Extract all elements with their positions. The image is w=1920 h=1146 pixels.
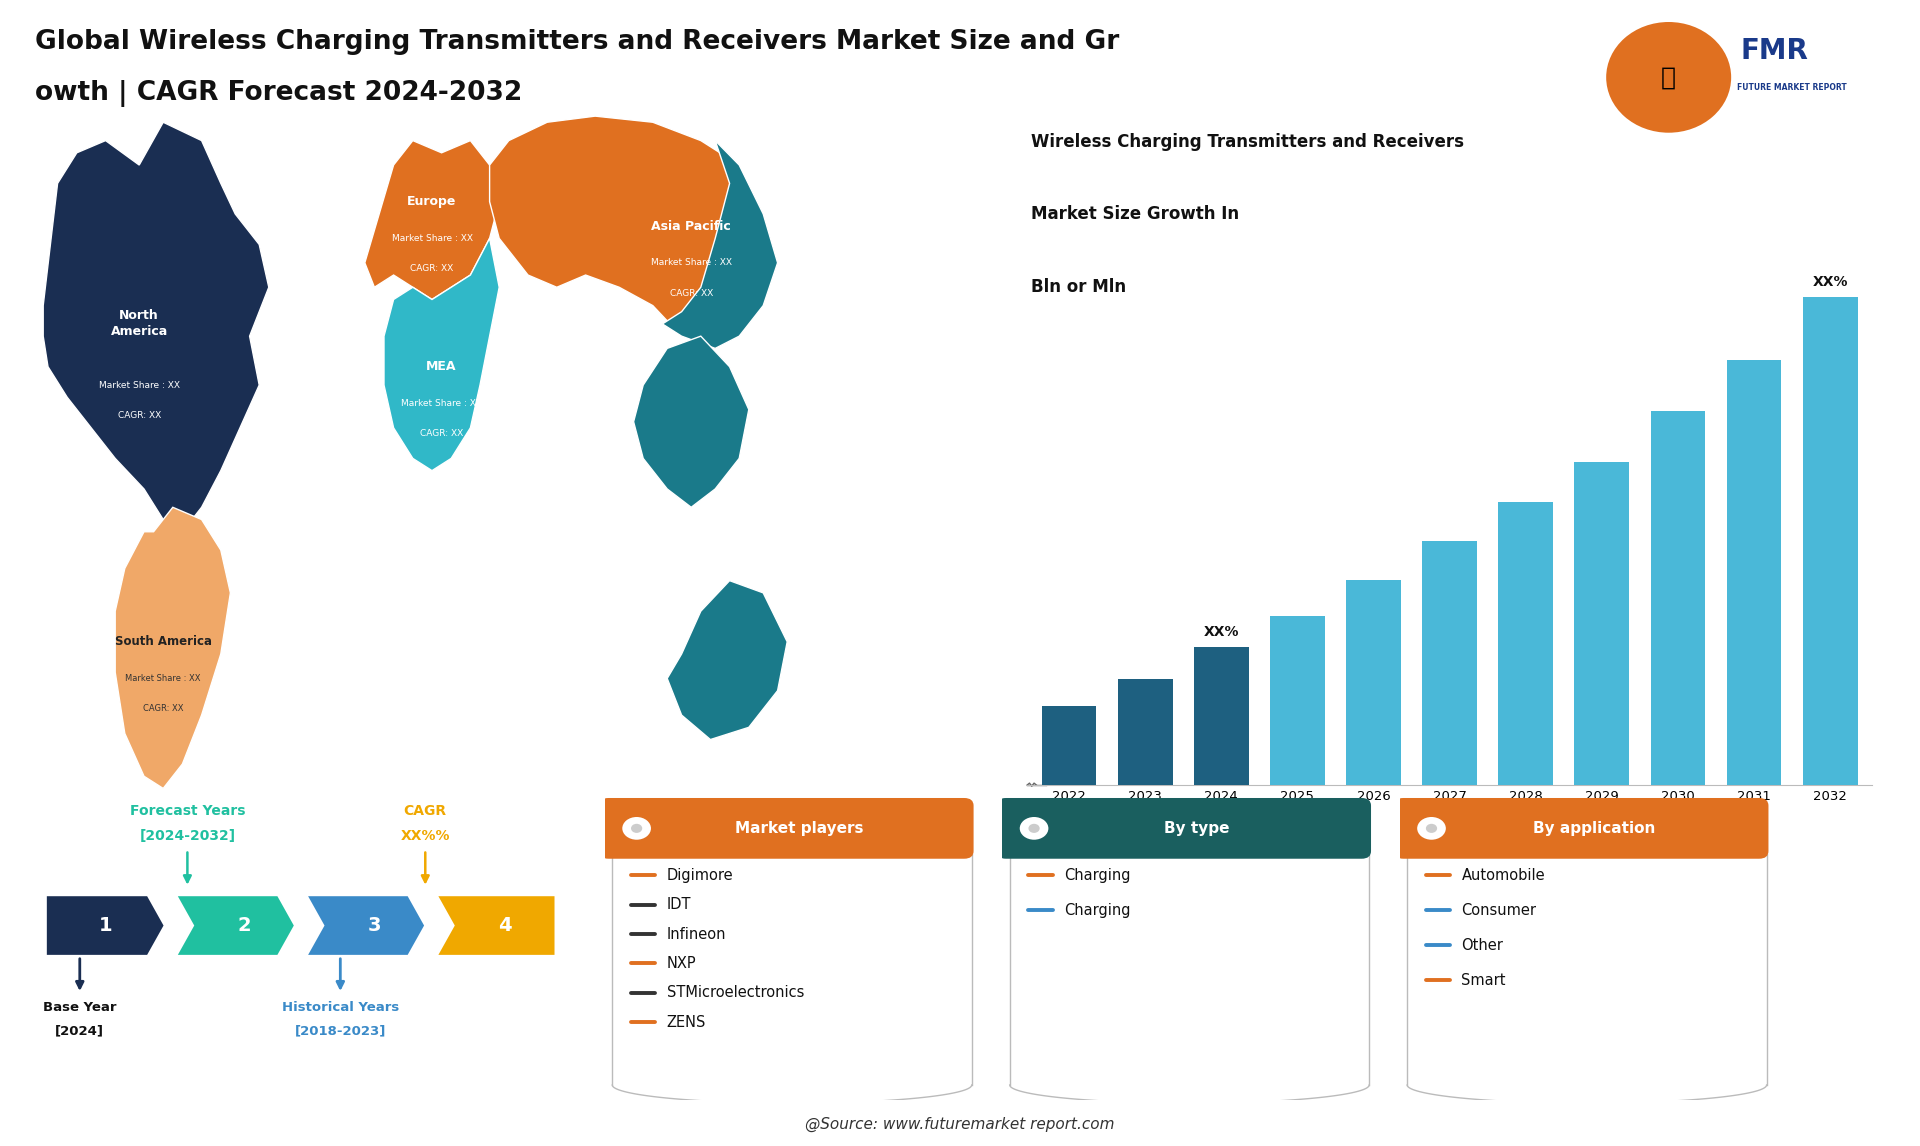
Text: NXP: NXP	[666, 956, 697, 971]
Text: 4: 4	[497, 916, 511, 935]
Text: Infineon: Infineon	[666, 927, 726, 942]
Polygon shape	[384, 238, 499, 471]
Polygon shape	[115, 508, 230, 788]
FancyBboxPatch shape	[1394, 798, 1768, 858]
FancyBboxPatch shape	[996, 798, 1371, 858]
Polygon shape	[44, 123, 269, 532]
Circle shape	[1029, 824, 1041, 833]
Text: Wireless Charging Transmitters and Receivers: Wireless Charging Transmitters and Recei…	[1031, 133, 1465, 150]
Text: XX%: XX%	[1812, 275, 1847, 289]
Text: Market Share : XX: Market Share : XX	[125, 674, 202, 683]
FancyBboxPatch shape	[599, 798, 973, 858]
Polygon shape	[307, 895, 426, 956]
Text: Smart: Smart	[1461, 973, 1505, 988]
Text: MEA: MEA	[426, 360, 457, 374]
Text: Base Year: Base Year	[42, 1002, 117, 1014]
Text: Market Share : XX: Market Share : XX	[98, 380, 180, 390]
Bar	[1803, 297, 1857, 785]
Text: FMR: FMR	[1740, 37, 1809, 65]
Text: 3: 3	[367, 916, 380, 935]
Text: CAGR: XX: CAGR: XX	[142, 705, 184, 714]
Text: Market Size Growth In: Market Size Growth In	[1031, 205, 1238, 223]
Text: FUTURE MARKET REPORT: FUTURE MARKET REPORT	[1738, 84, 1847, 93]
Text: By type: By type	[1164, 821, 1229, 835]
Polygon shape	[46, 895, 165, 956]
Text: CAGR: CAGR	[403, 804, 447, 818]
Text: 📢: 📢	[1661, 65, 1676, 89]
Text: [2024]: [2024]	[56, 1025, 104, 1037]
Bar	[1726, 360, 1782, 785]
Text: Charging: Charging	[1064, 868, 1131, 882]
Text: XX%%: XX%%	[401, 829, 449, 842]
Text: Market Share : XX: Market Share : XX	[651, 258, 732, 267]
Text: Digimore: Digimore	[666, 868, 733, 882]
Text: owth | CAGR Forecast 2024-2032: owth | CAGR Forecast 2024-2032	[35, 80, 522, 108]
Text: XX%: XX%	[1204, 626, 1238, 639]
Text: STMicroelectronics: STMicroelectronics	[666, 986, 804, 1000]
Text: Market Share : XX: Market Share : XX	[401, 399, 482, 408]
Polygon shape	[668, 581, 787, 739]
Text: Forecast Years: Forecast Years	[131, 804, 246, 818]
Bar	[1269, 615, 1325, 785]
Polygon shape	[177, 895, 296, 956]
Text: Asia Pacific: Asia Pacific	[651, 220, 732, 233]
Text: Market Share : XX: Market Share : XX	[392, 234, 472, 243]
Text: 2: 2	[238, 916, 252, 935]
Text: By application: By application	[1534, 821, 1655, 835]
Text: CAGR: XX: CAGR: XX	[117, 411, 161, 421]
Circle shape	[1427, 824, 1436, 833]
Text: Consumer: Consumer	[1461, 903, 1536, 918]
Bar	[1117, 678, 1173, 785]
Polygon shape	[490, 116, 778, 348]
Text: 1: 1	[98, 916, 111, 935]
Bar	[1651, 411, 1705, 785]
Bar	[1346, 580, 1402, 785]
Text: Historical Years: Historical Years	[282, 1002, 399, 1014]
Bar	[1043, 706, 1096, 785]
Polygon shape	[365, 141, 499, 299]
Text: @Source: www.futuremarket report.com: @Source: www.futuremarket report.com	[804, 1117, 1116, 1132]
Circle shape	[1607, 22, 1732, 133]
Text: Automobile: Automobile	[1461, 868, 1546, 882]
Text: Market players: Market players	[735, 821, 864, 835]
Circle shape	[1415, 816, 1448, 841]
Text: Europe: Europe	[407, 195, 457, 209]
Text: Other: Other	[1461, 937, 1503, 952]
Text: North
America: North America	[111, 309, 167, 338]
Text: South America: South America	[115, 635, 211, 649]
Text: CAGR: XX: CAGR: XX	[670, 289, 712, 298]
Polygon shape	[662, 141, 778, 348]
Text: IDT: IDT	[666, 897, 691, 912]
Bar	[1423, 541, 1476, 785]
Text: Charging: Charging	[1064, 903, 1131, 918]
Text: CAGR: XX: CAGR: XX	[411, 265, 453, 274]
Circle shape	[620, 816, 653, 841]
Text: CAGR: XX: CAGR: XX	[420, 430, 463, 439]
Bar	[1574, 462, 1630, 785]
Circle shape	[632, 824, 641, 833]
Text: [2018-2023]: [2018-2023]	[294, 1025, 386, 1037]
Text: [2024-2032]: [2024-2032]	[140, 829, 236, 842]
Polygon shape	[634, 336, 749, 508]
Bar	[1194, 647, 1248, 785]
Circle shape	[1018, 816, 1050, 841]
Text: ZENS: ZENS	[666, 1014, 707, 1030]
Text: Bln or Mln: Bln or Mln	[1031, 277, 1127, 296]
Bar	[1498, 502, 1553, 785]
Text: Global Wireless Charging Transmitters and Receivers Market Size and Gr: Global Wireless Charging Transmitters an…	[35, 29, 1119, 55]
Polygon shape	[436, 895, 555, 956]
